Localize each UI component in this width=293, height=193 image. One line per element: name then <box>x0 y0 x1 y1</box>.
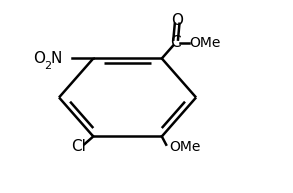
Text: O: O <box>33 51 45 66</box>
Text: N: N <box>51 51 62 66</box>
Text: 2: 2 <box>45 61 52 71</box>
Text: O: O <box>171 13 183 28</box>
Text: Cl: Cl <box>71 140 86 154</box>
Text: C: C <box>170 35 181 50</box>
Text: OMe: OMe <box>190 36 221 50</box>
Text: OMe: OMe <box>169 140 200 154</box>
